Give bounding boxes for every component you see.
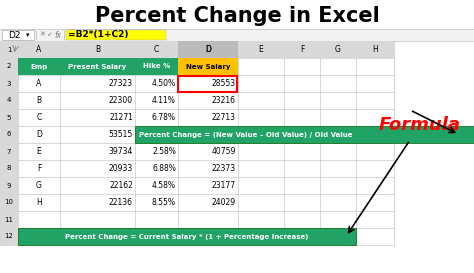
Text: 5: 5	[7, 114, 11, 120]
Bar	[0, 41, 18, 58]
Bar	[66, 30, 166, 40]
Text: C: C	[154, 45, 159, 54]
Bar	[0, 177, 18, 194]
Text: 8.55%: 8.55%	[152, 198, 176, 207]
Bar	[18, 41, 60, 58]
Text: 23216: 23216	[212, 96, 236, 105]
Text: H: H	[36, 198, 42, 207]
Bar	[2, 30, 34, 40]
Text: Percent Change = (New Value – Old Value) / Old Value: Percent Change = (New Value – Old Value)…	[139, 132, 353, 138]
Text: 9: 9	[7, 182, 11, 188]
Text: 7: 7	[7, 149, 11, 155]
Bar	[0, 41, 18, 58]
Text: ▾: ▾	[26, 32, 30, 38]
Text: B: B	[95, 45, 100, 54]
Text: 27323: 27323	[109, 79, 133, 88]
Text: D: D	[205, 45, 211, 54]
Text: 21271: 21271	[109, 113, 133, 122]
Text: F: F	[37, 164, 41, 173]
Bar	[18, 228, 356, 245]
Bar	[179, 76, 237, 91]
Text: 22713: 22713	[212, 113, 236, 122]
Bar	[178, 41, 238, 58]
Bar	[0, 75, 18, 92]
Bar	[0, 29, 474, 41]
Text: 6: 6	[7, 132, 11, 138]
Text: B: B	[36, 96, 42, 105]
Text: 6.88%: 6.88%	[152, 164, 176, 173]
Bar	[0, 109, 18, 126]
Bar	[60, 41, 135, 58]
Text: A: A	[36, 45, 42, 54]
Text: 23177: 23177	[212, 181, 236, 190]
Text: D: D	[36, 130, 42, 139]
Text: 40759: 40759	[211, 147, 236, 156]
Text: E: E	[36, 147, 41, 156]
Text: 10: 10	[4, 200, 13, 206]
Text: 28553: 28553	[212, 79, 236, 88]
Text: Percent Change = Current Salary * (1 + Percentage Increase): Percent Change = Current Salary * (1 + P…	[65, 233, 309, 239]
Text: E: E	[259, 45, 264, 54]
Text: 24029: 24029	[212, 198, 236, 207]
Text: Emp: Emp	[30, 64, 47, 70]
Text: D2: D2	[8, 31, 20, 40]
Bar	[135, 126, 474, 143]
Bar	[0, 194, 18, 211]
Text: D: D	[205, 45, 211, 54]
Bar	[284, 41, 320, 58]
Text: 4.50%: 4.50%	[152, 79, 176, 88]
Bar	[0, 143, 18, 160]
Bar	[0, 160, 18, 177]
Text: G: G	[335, 45, 341, 54]
Text: 8: 8	[7, 165, 11, 171]
Text: 22162: 22162	[109, 181, 133, 190]
Bar	[238, 41, 284, 58]
Bar	[0, 92, 18, 109]
Text: Percent Change in Excel: Percent Change in Excel	[95, 6, 379, 26]
Bar	[135, 41, 178, 58]
Bar	[0, 211, 18, 228]
Text: 22136: 22136	[109, 198, 133, 207]
Text: 11: 11	[4, 216, 13, 222]
Text: 4.58%: 4.58%	[152, 181, 176, 190]
Text: ✓: ✓	[47, 32, 53, 38]
Text: Hike %: Hike %	[143, 64, 170, 70]
Text: 2.58%: 2.58%	[152, 147, 176, 156]
Text: New Salary: New Salary	[186, 64, 230, 70]
Bar	[0, 126, 18, 143]
Bar	[0, 228, 18, 245]
Text: 12: 12	[5, 233, 13, 239]
Text: A: A	[36, 79, 42, 88]
Bar	[0, 41, 394, 245]
Bar	[178, 58, 238, 75]
Bar	[0, 58, 18, 75]
Text: G: G	[36, 181, 42, 190]
Text: 4.11%: 4.11%	[152, 96, 176, 105]
Bar	[320, 41, 356, 58]
Text: 20933: 20933	[109, 164, 133, 173]
Text: Formula: Formula	[379, 116, 461, 134]
Bar	[18, 58, 60, 75]
Text: F: F	[300, 45, 304, 54]
Bar	[135, 58, 178, 75]
Text: H: H	[372, 45, 378, 54]
Bar	[178, 41, 238, 58]
Text: 22300: 22300	[109, 96, 133, 105]
Text: 22373: 22373	[212, 164, 236, 173]
Text: Present Salary: Present Salary	[68, 64, 127, 70]
Text: 39734: 39734	[109, 147, 133, 156]
Text: 53515: 53515	[109, 130, 133, 139]
Bar	[356, 41, 394, 58]
Text: C: C	[36, 113, 42, 122]
Text: fx: fx	[55, 31, 62, 40]
Text: 2: 2	[7, 64, 11, 70]
Text: ✕: ✕	[39, 32, 45, 38]
Text: =B2*(1+C2): =B2*(1+C2)	[68, 31, 128, 40]
Text: 3: 3	[7, 81, 11, 87]
Bar	[60, 58, 135, 75]
Text: 1: 1	[7, 46, 11, 52]
Text: 4: 4	[7, 97, 11, 103]
Text: 6.78%: 6.78%	[152, 113, 176, 122]
